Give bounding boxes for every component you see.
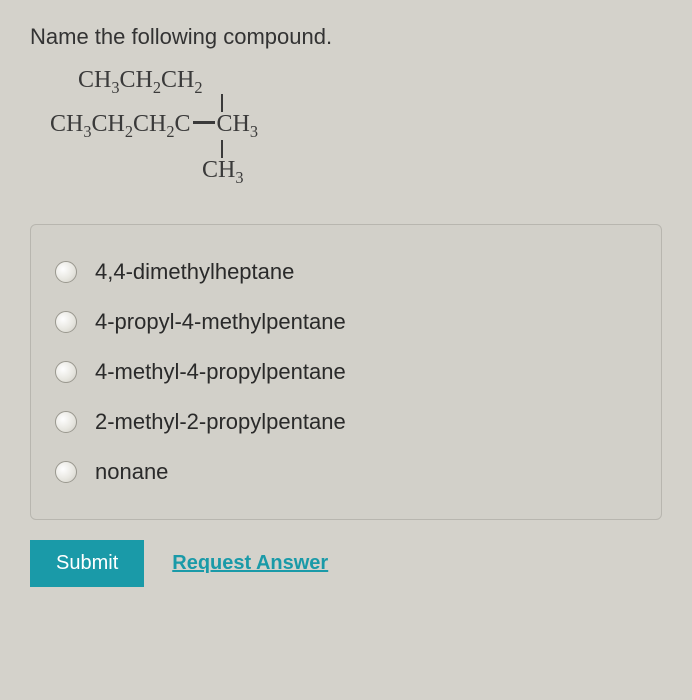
radio-icon[interactable] (55, 311, 77, 333)
option-5[interactable]: nonane (51, 447, 641, 497)
option-3[interactable]: 4-methyl-4-propylpentane (51, 347, 641, 397)
structure-line-2: CH3CH2CH2CCH3 (50, 112, 258, 140)
radio-icon[interactable] (55, 461, 77, 483)
option-label: nonane (95, 459, 168, 485)
option-label: 2-methyl-2-propylpentane (95, 409, 346, 435)
structure-bond-right (193, 121, 215, 124)
structure-bond-top (221, 94, 223, 112)
radio-icon[interactable] (55, 411, 77, 433)
compound-structure: CH3CH2CH2 CH3CH2CH2CCH3 CH3 (50, 68, 662, 198)
question-prompt: Name the following compound. (30, 24, 662, 50)
radio-icon[interactable] (55, 261, 77, 283)
option-label: 4-propyl-4-methylpentane (95, 309, 346, 335)
radio-icon[interactable] (55, 361, 77, 383)
option-label: 4,4-dimethylheptane (95, 259, 294, 285)
structure-bond-bottom (221, 140, 223, 158)
option-1[interactable]: 4,4-dimethylheptane (51, 247, 641, 297)
submit-button[interactable]: Submit (30, 540, 144, 587)
actions-bar: Submit Request Answer (30, 540, 662, 587)
structure-line-3: CH3 (202, 158, 244, 186)
structure-line-1: CH3CH2CH2 (78, 68, 203, 96)
option-2[interactable]: 4-propyl-4-methylpentane (51, 297, 641, 347)
request-answer-link[interactable]: Request Answer (172, 552, 328, 575)
option-4[interactable]: 2-methyl-2-propylpentane (51, 397, 641, 447)
options-panel: 4,4-dimethylheptane 4-propyl-4-methylpen… (30, 224, 662, 520)
option-label: 4-methyl-4-propylpentane (95, 359, 346, 385)
